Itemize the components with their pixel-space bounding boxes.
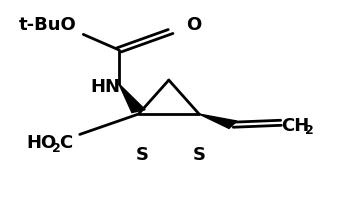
Text: O: O bbox=[187, 16, 202, 34]
Text: 2: 2 bbox=[305, 124, 314, 137]
Text: S: S bbox=[136, 146, 149, 164]
Polygon shape bbox=[199, 114, 237, 128]
Polygon shape bbox=[119, 84, 145, 112]
Text: S: S bbox=[192, 146, 206, 164]
Text: t-BuO: t-BuO bbox=[19, 16, 77, 34]
Text: C: C bbox=[59, 134, 73, 152]
Text: CH: CH bbox=[281, 117, 309, 135]
Text: HO: HO bbox=[26, 134, 57, 152]
Text: HN: HN bbox=[90, 78, 120, 96]
Text: 2: 2 bbox=[52, 141, 61, 154]
